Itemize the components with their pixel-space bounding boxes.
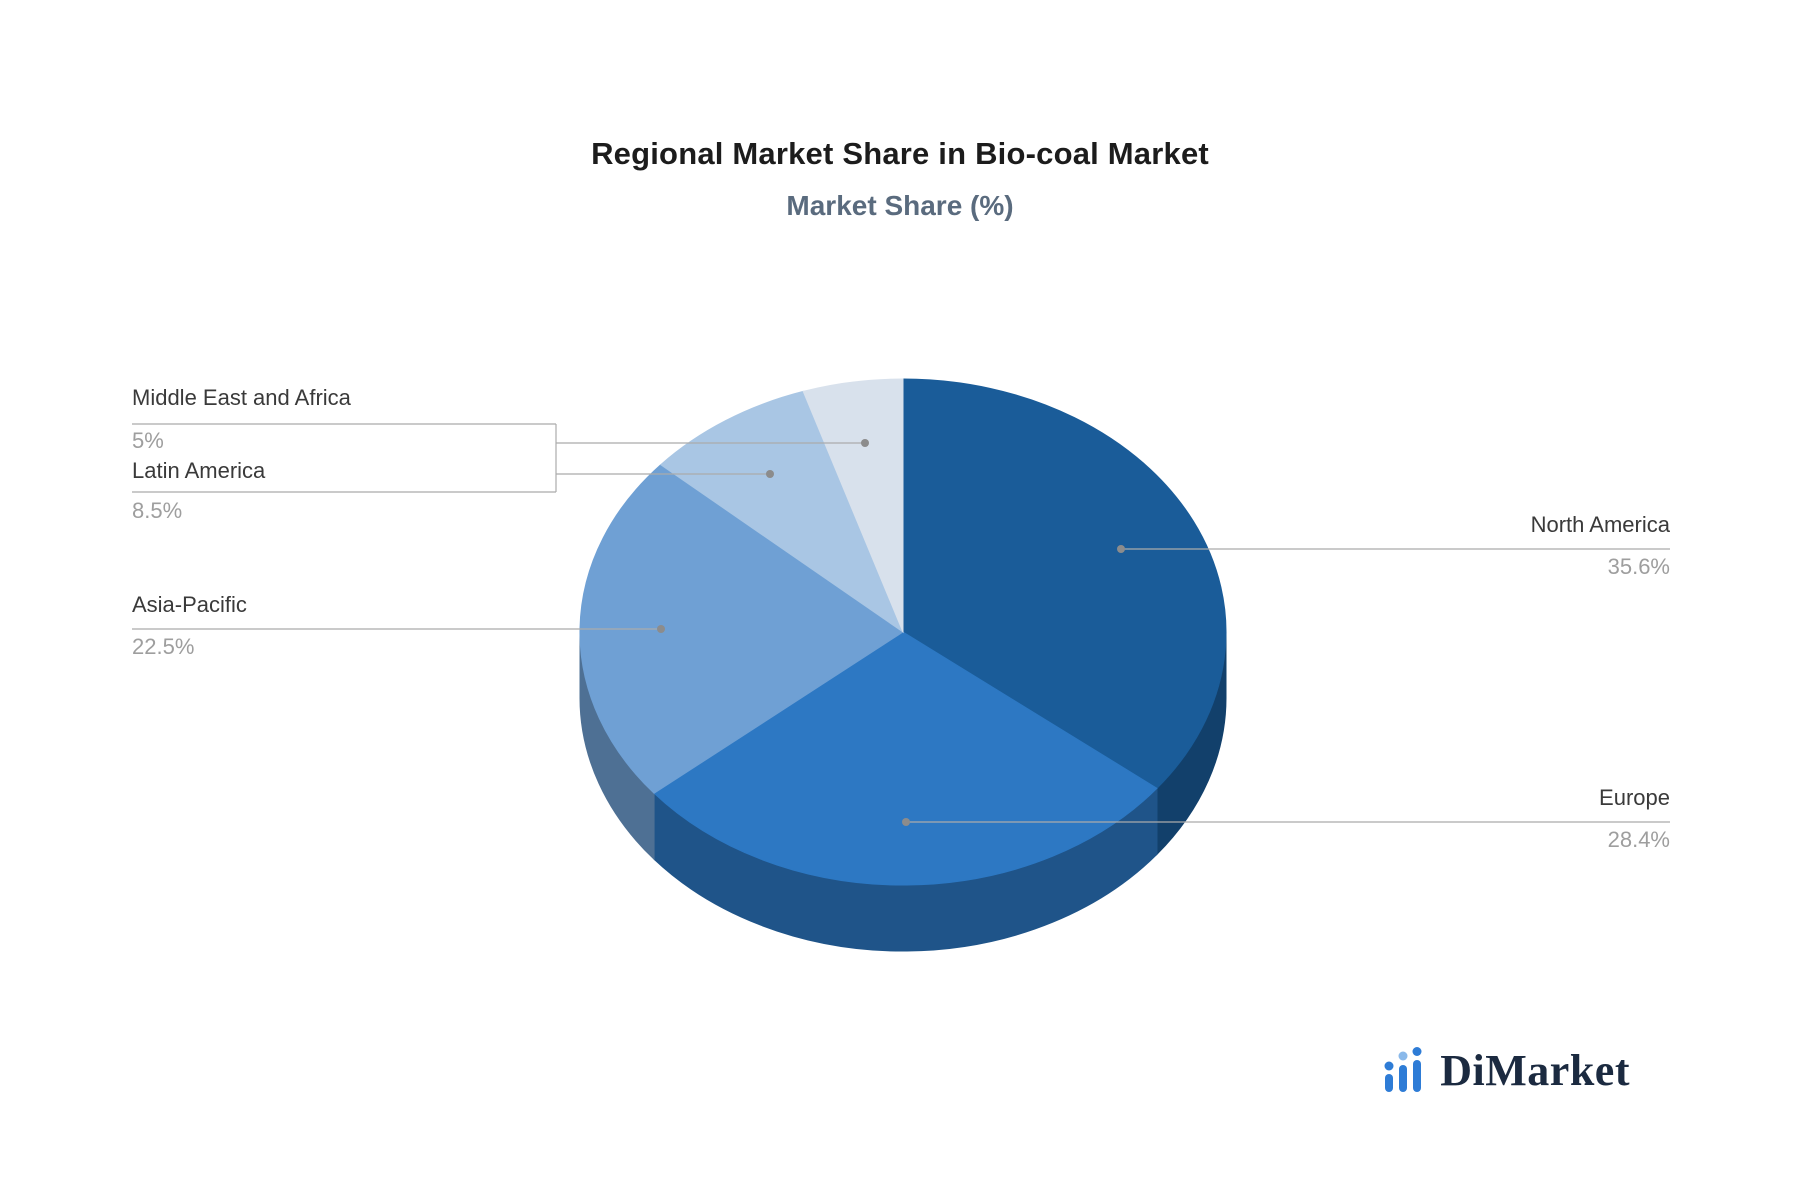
chart-title: Regional Market Share in Bio-coal Market	[591, 136, 1209, 171]
slice-percent-europe: 28.4%	[1607, 827, 1670, 852]
slice-label-middle-east-africa: Middle East and Africa	[132, 385, 351, 410]
leader-lines	[132, 423, 1670, 826]
chart-subtitle: Market Share (%)	[786, 190, 1014, 221]
brand-logo: DiMarket	[1384, 1043, 1630, 1097]
slice-label-asia-pacific: Asia-Pacific	[132, 592, 247, 617]
slice-percent-middle-east-africa: 5%	[132, 428, 164, 453]
slice-percent-north-america: 35.6%	[1607, 554, 1670, 579]
pie-slices[interactable]	[579, 378, 1227, 952]
slice-label-latin-america: Latin America	[132, 458, 266, 483]
slice-percent-asia-pacific: 22.5%	[132, 634, 195, 659]
leader-dots	[657, 439, 1125, 826]
slice-label-europe: Europe	[1599, 785, 1670, 810]
slice-label-north-america: North America	[1530, 512, 1670, 537]
bar-chart-icon	[1384, 1047, 1422, 1092]
logo-text: DiMarket	[1440, 1045, 1630, 1095]
slice-percent-latin-america: 8.5%	[132, 498, 183, 523]
